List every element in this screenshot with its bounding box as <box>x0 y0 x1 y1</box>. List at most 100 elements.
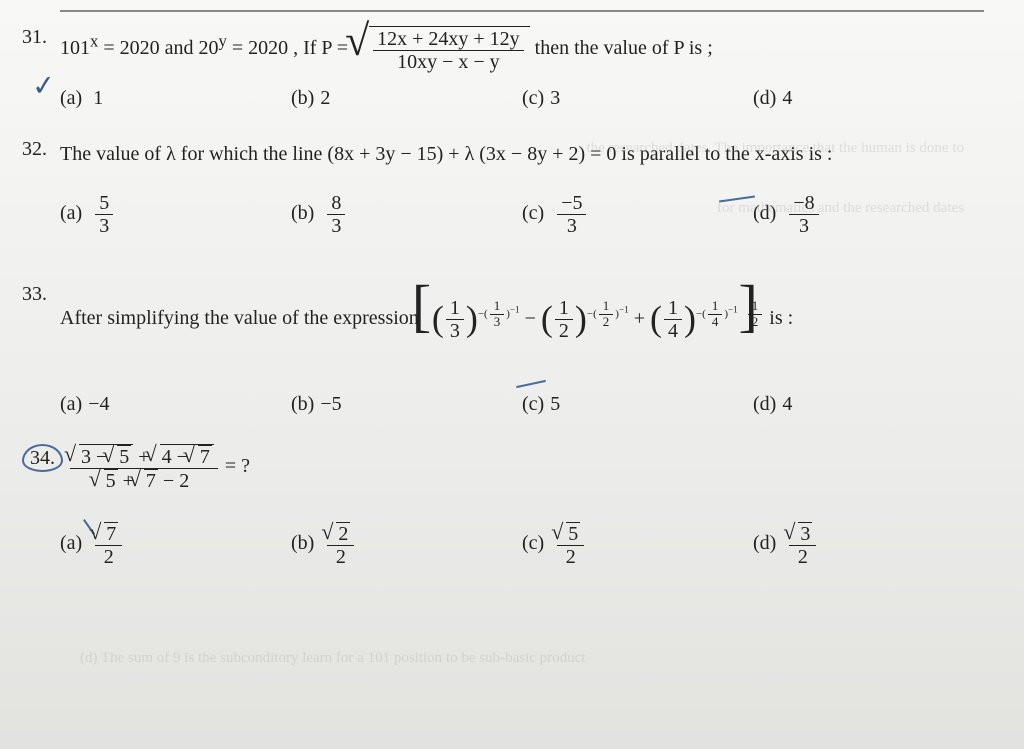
q34-opt-d[interactable]: (d) 32 <box>753 522 984 568</box>
sqrt-icon: 4 − 7 <box>157 444 214 468</box>
opt-label-d: (d) <box>753 87 776 109</box>
q34-c-n-v: 5 <box>566 522 580 545</box>
q34-b-d: 2 <box>327 546 354 568</box>
q32-b-frac: 83 <box>327 192 345 237</box>
q31-frac: 12x + 24xy + 12y 10xy − x − y <box>373 28 524 73</box>
q34-a-frac: 72 <box>95 522 122 568</box>
q32-d-frac: −83 <box>789 192 818 237</box>
q33-term: (14)−(14)−1 <box>650 307 738 329</box>
q34-da: 5 <box>104 469 118 492</box>
q33-stem: After simplifying the value of the expre… <box>60 307 424 329</box>
q34-den: 5 + 7 − 2 <box>70 469 218 492</box>
q34-dm2: − 2 <box>163 470 189 492</box>
opt-label-c: (c) <box>522 87 544 109</box>
q34-d-n: 3 <box>789 522 816 546</box>
q34-frac: 3 − 5 + 4 − 7 5 + 7 − 2 <box>70 444 218 492</box>
sqrt-icon: 7 <box>101 522 118 545</box>
opt-label-c: (c) <box>522 532 544 554</box>
q34-a-d: 2 <box>95 546 122 568</box>
opt-label-a: (a) <box>60 393 82 415</box>
q31-root: 12x + 24xy + 12y 10xy − x − y <box>363 26 530 73</box>
q32-tc: is parallel to the x-axis is : <box>621 143 832 165</box>
q32-c-frac: −53 <box>557 192 586 237</box>
q34-c-frac: 52 <box>557 522 584 568</box>
q31-opt-a[interactable]: ✓ (a) 1 <box>60 87 291 110</box>
q31-options: ✓ (a) 1 (b) 2 (c) 3 (d)4 <box>60 87 984 110</box>
q31-101: 101 <box>60 37 90 59</box>
q34-c-d: 2 <box>557 546 584 568</box>
q32-d-d: 3 <box>789 215 818 237</box>
q32-lambda: λ <box>166 143 176 165</box>
q32-c-n: −5 <box>557 192 586 215</box>
q34-opt-a[interactable]: (a) 72 <box>60 522 291 568</box>
opt-label-b: (b) <box>291 87 314 109</box>
opt-label-b: (b) <box>291 532 314 554</box>
q32-ta: The value of <box>60 143 166 165</box>
q33-term: (12)−(12)−1 <box>541 307 629 329</box>
q33-number: 33. <box>22 283 47 306</box>
q31-c-val: 3 <box>550 87 560 109</box>
q34-opt-c[interactable]: (c) 52 <box>522 522 753 568</box>
sqrt-icon: 5 <box>114 445 131 468</box>
opt-label-d: (d) <box>753 202 776 224</box>
q33-term: (13)−(13)−1 <box>432 307 520 329</box>
q33-opt-c[interactable]: (c)5 <box>522 393 753 416</box>
question-32: 32. The value of λ for which the line (8… <box>60 138 984 237</box>
q33-op: − <box>520 307 541 329</box>
sqrt-icon: 3 <box>795 522 812 545</box>
sqrt-icon: 7 <box>141 469 158 492</box>
q32-b-d: 3 <box>327 215 345 237</box>
q33-opt-d[interactable]: (d)4 <box>753 393 984 416</box>
top-rule <box>60 10 984 12</box>
q31-number: 31. <box>22 26 47 49</box>
q31-mid2: = 2020 , If <box>232 37 322 59</box>
q33-b: −5 <box>320 393 341 415</box>
q34-b-n-v: 2 <box>336 522 350 545</box>
q32-text: The value of λ for which the line (8x + … <box>60 143 833 165</box>
left-bracket-icon: [ <box>412 277 431 335</box>
question-33: 33. After simplifying the value of the e… <box>60 283 984 416</box>
q34-number: 34. <box>22 444 63 472</box>
q32-tb: for which the line <box>181 143 328 165</box>
q34-b-frac: 22 <box>327 522 354 568</box>
tick-line <box>516 379 546 387</box>
q32-a-frac: 53 <box>95 192 113 237</box>
q31-opt-b[interactable]: (b) 2 <box>291 87 522 110</box>
q32-opt-a[interactable]: (a) 53 <box>60 192 291 237</box>
q32-opt-d[interactable]: (d) −83 <box>753 192 984 237</box>
opt-label-c: (c) <box>522 393 544 415</box>
q33-opt-a[interactable]: (a)−4 <box>60 393 291 416</box>
opt-label-d: (d) <box>753 532 776 554</box>
q34-a-n: 7 <box>95 522 122 546</box>
q32-opt-b[interactable]: (b) 83 <box>291 192 522 237</box>
q34-tail: = ? <box>225 455 250 477</box>
q33-opt-b[interactable]: (b) −5 <box>291 393 522 416</box>
q34-num: 3 − 5 + 4 − 7 <box>70 444 218 469</box>
q33-options: (a)−4 (b) −5 (c)5 (d)4 <box>60 393 984 416</box>
q34-opt-b[interactable]: (b) 22 <box>291 522 522 568</box>
q34-options: (a) 72 (b) 22 (c) 52 (d) 32 <box>60 522 984 568</box>
q33-text: After simplifying the value of the expre… <box>60 307 793 329</box>
q34-d-n-v: 3 <box>798 522 812 545</box>
q31-opt-c[interactable]: (c) 3 <box>522 87 753 110</box>
q34-c-n: 5 <box>557 522 584 546</box>
q34-nd: 7 <box>198 445 212 468</box>
q34-a-n-v: 7 <box>104 522 118 545</box>
q34-d-d: 2 <box>789 546 816 568</box>
bleed-text: (d) The sum of 9 is the subconditory lea… <box>80 650 585 667</box>
opt-label-d: (d) <box>753 393 776 415</box>
q31-expx: x <box>90 31 98 50</box>
right-bracket-icon: ] <box>738 277 757 335</box>
opt-label-a: (a) <box>60 202 82 224</box>
q31-b-val: 2 <box>320 87 330 109</box>
q34-d-frac: 32 <box>789 522 816 568</box>
q31-frac-den: 10xy − x − y <box>373 51 524 73</box>
sqrt-icon: 7 <box>195 445 212 468</box>
q32-b-n: 8 <box>327 192 345 215</box>
q31-tail: then the value of P is ; <box>535 37 713 59</box>
q32-opt-c[interactable]: (c) −53 <box>522 192 753 237</box>
q31-a-val: 1 <box>93 87 103 109</box>
opt-label-b: (b) <box>291 393 314 415</box>
q31-opt-d[interactable]: (d)4 <box>753 87 984 110</box>
opt-label-c: (c) <box>522 202 544 224</box>
